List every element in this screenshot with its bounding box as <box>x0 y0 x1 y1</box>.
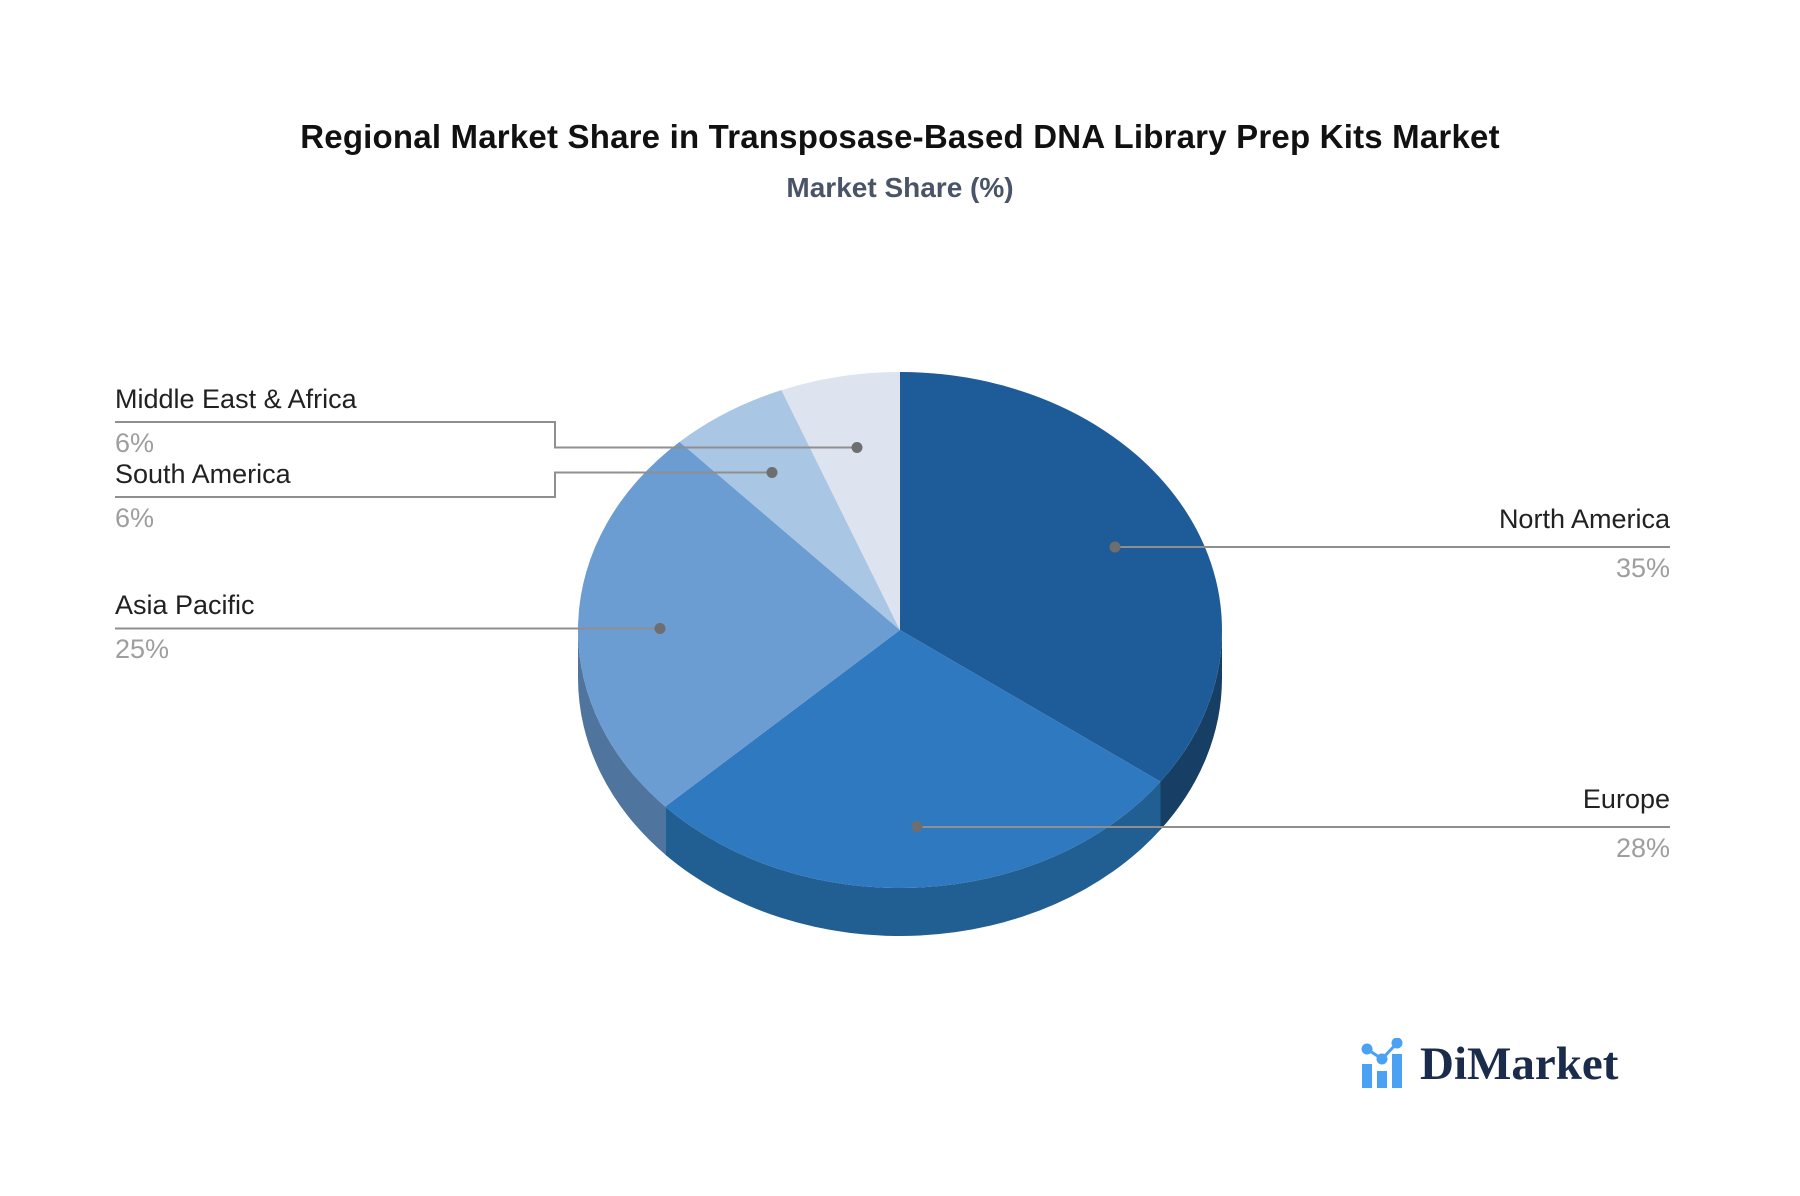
dimarket-logo-text: DiMarket <box>1420 1038 1619 1090</box>
pie-slice-north-america[interactable] <box>900 372 1222 782</box>
callout-value-europe: 28% <box>1615 833 1670 863</box>
dimarket-logo: DiMarket <box>1360 1038 1618 1090</box>
pie-slice-south-america[interactable] <box>679 390 900 630</box>
pie-slice-europe[interactable] <box>665 630 1161 888</box>
pie-slice-asia-pacific[interactable] <box>578 441 900 807</box>
chart-subtitle: Market Share (%) <box>786 172 1014 203</box>
callout-label-middle-east-africa: Middle East & Africa <box>115 384 357 414</box>
callout-dot-north-america <box>1109 541 1121 553</box>
pie-slice-side-north-america <box>1160 630 1222 830</box>
callout-line-south-america <box>115 471 772 498</box>
callout-dot-europe <box>911 821 923 832</box>
callout-value-south-america: 6% <box>115 503 155 533</box>
callout-value-asia-pacific: 25% <box>115 634 170 664</box>
callout-line-middle-east-africa <box>115 421 857 449</box>
callout-value-north-america: 35% <box>1615 553 1670 583</box>
dimarket-logo-icon <box>1361 1038 1403 1088</box>
logo-dots <box>1361 1038 1403 1065</box>
logo-bars <box>1362 1054 1402 1088</box>
callout-value-middle-east-africa: 6% <box>115 428 155 458</box>
pie-slice-side-asia-pacific <box>578 630 666 855</box>
callout-label-asia-pacific: Asia Pacific <box>115 590 255 620</box>
pie-slice-side-europe <box>665 781 1161 936</box>
callout-label-north-america: North America <box>1498 504 1670 534</box>
chart-title: Regional Market Share in Transposase-Bas… <box>300 118 1500 155</box>
callout-label-europe: Europe <box>1582 784 1670 814</box>
callout-dot-south-america <box>766 467 778 478</box>
callout-dot-middle-east-africa <box>851 442 863 453</box>
callout-label-south-america: South America <box>115 459 291 489</box>
callout-dot-asia-pacific <box>654 623 666 634</box>
pie-slice-middle-east-africa[interactable] <box>781 372 900 630</box>
